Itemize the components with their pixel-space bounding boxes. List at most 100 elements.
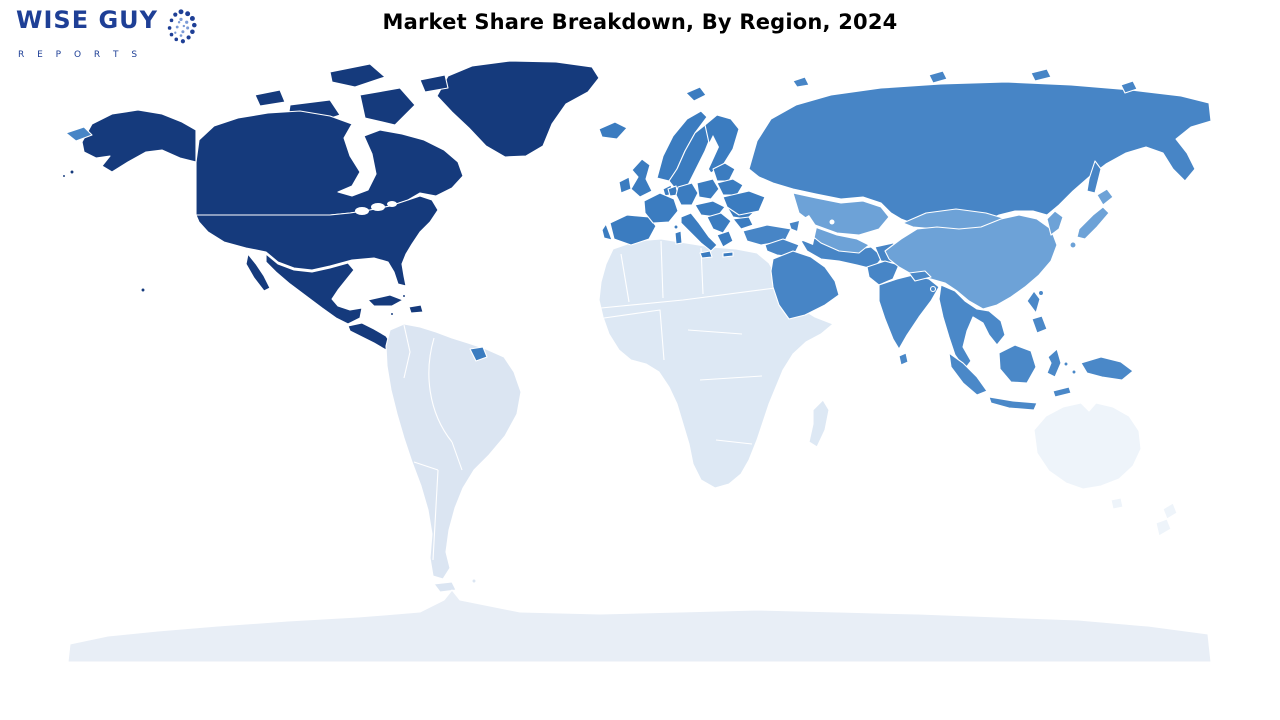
severnaya-zemlya (928, 70, 948, 84)
island-bahamas (401, 293, 407, 299)
country-australia (1033, 402, 1142, 490)
antarctica-mainland (67, 589, 1212, 663)
island-sardinia (674, 230, 683, 245)
black-sea (749, 211, 785, 225)
svalbard (685, 86, 707, 102)
africa-mainland (598, 238, 834, 489)
arctic-island (419, 74, 449, 93)
island-crete (722, 251, 734, 258)
country-uk (630, 158, 653, 198)
state-alaska (81, 109, 197, 173)
baltic-sea (695, 135, 719, 181)
japan-kyushu (1069, 241, 1077, 249)
island-taiwan (1037, 289, 1045, 297)
region-antarctica (67, 589, 1212, 663)
region-south-america (385, 323, 522, 593)
french-guiana (469, 346, 488, 362)
logo: WISE GUY R E P O R T S (16, 8, 200, 60)
country-russia (748, 81, 1212, 226)
island-tasmania (1110, 497, 1124, 510)
island-hispaniola (408, 304, 424, 314)
region-russia (65, 68, 1212, 226)
region-central-east-asia (792, 188, 1114, 310)
region-south-se-asia (878, 270, 1134, 411)
country-usa (195, 195, 439, 287)
great-lake (387, 201, 397, 207)
tierra-del-fuego (433, 581, 457, 593)
country-greece (716, 230, 734, 248)
country-greenland (436, 60, 600, 158)
arabian-peninsula (770, 250, 840, 320)
indochina-peninsula (938, 284, 1006, 370)
chukotka-antimeridian-sliver (65, 126, 93, 142)
caspian-sea (797, 215, 817, 245)
water-overlays (355, 135, 835, 245)
philippines-mindanao (1031, 315, 1048, 334)
country-portugal (601, 223, 613, 241)
region-europe (469, 86, 766, 362)
korean-peninsula (1046, 210, 1064, 236)
hawaii-island (140, 287, 146, 293)
country-italy (680, 212, 718, 252)
island-cuba (367, 294, 404, 307)
wrangel-island (1120, 80, 1138, 94)
region-oceania (1033, 402, 1178, 537)
south-america-borders (403, 324, 463, 561)
island-corsica (673, 224, 679, 230)
nz-south-island (1155, 518, 1172, 537)
island-madagascar (808, 399, 830, 448)
region-north-america (61, 60, 600, 351)
country-spain (609, 214, 657, 246)
island-java (988, 396, 1038, 411)
island-sulawesi (1046, 348, 1062, 378)
aleutian-island (69, 169, 75, 175)
country-bulgaria (732, 216, 754, 230)
logo-wordmark: WISE GUY (16, 6, 159, 34)
country-germany (675, 182, 699, 206)
moluccas-island (1071, 369, 1077, 375)
logo-head-dots-icon (167, 9, 197, 44)
country-china (884, 214, 1058, 310)
arctic-island (359, 87, 416, 126)
central-europe (694, 200, 726, 218)
island-sakhalin (1086, 160, 1102, 194)
falkland-islands (471, 578, 477, 584)
aral-sea (829, 219, 835, 225)
chart-title: Market Share Breakdown, By Region, 2024 (382, 10, 898, 34)
island-borneo (998, 344, 1037, 384)
country-france (643, 192, 679, 224)
island-sicily (699, 250, 713, 259)
country-bangladesh (929, 285, 937, 293)
nepal-himalaya (908, 270, 932, 282)
island-new-guinea (1080, 356, 1134, 381)
island-sri-lanka (898, 352, 909, 366)
logo-top-row: WISE GUY (16, 8, 200, 48)
country-ukraine (722, 190, 766, 216)
africa-borders (600, 240, 776, 445)
island-timor (1052, 386, 1072, 398)
japan-honshu (1076, 206, 1110, 240)
japan-hokkaido (1096, 188, 1114, 206)
logo-subtitle: R E P O R T S (18, 50, 143, 60)
balkans (706, 212, 732, 234)
arctic-island (329, 63, 386, 88)
region-africa (598, 238, 834, 489)
philippines-luzon (1026, 290, 1041, 314)
country-ireland (618, 176, 632, 194)
country-belarus (716, 178, 744, 196)
country-poland (696, 178, 720, 200)
moluccas-island (1063, 361, 1069, 367)
great-lake (355, 207, 369, 215)
baja-peninsula (245, 253, 271, 292)
south-america-mainland (385, 323, 522, 580)
country-india (878, 274, 940, 350)
nz-north-island (1162, 502, 1178, 520)
island-sumatra (948, 352, 988, 396)
franz-josef-land (792, 76, 810, 88)
new-siberian-islands (1030, 68, 1052, 82)
country-iceland (598, 121, 628, 140)
baltic-states (712, 162, 736, 182)
